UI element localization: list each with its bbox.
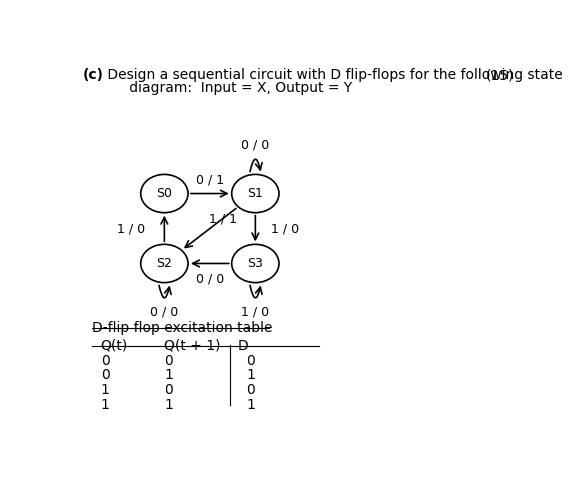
- Text: Design a sequential circuit with D flip-flops for the following state: Design a sequential circuit with D flip-…: [103, 68, 563, 82]
- Text: 0: 0: [164, 354, 173, 368]
- Text: 1: 1: [164, 369, 173, 382]
- Text: 1 / 1: 1 / 1: [209, 212, 237, 225]
- Text: 1: 1: [101, 398, 110, 412]
- Text: D-flip flop excitation table: D-flip flop excitation table: [92, 321, 272, 335]
- Text: 1: 1: [247, 398, 255, 412]
- Text: 0: 0: [101, 354, 109, 368]
- Text: 0: 0: [247, 354, 255, 368]
- Text: 1 / 0: 1 / 0: [241, 305, 269, 318]
- Text: Q(t + 1): Q(t + 1): [164, 339, 221, 353]
- Text: Q(t): Q(t): [101, 339, 128, 353]
- Text: D: D: [237, 339, 248, 353]
- Text: 0 / 0: 0 / 0: [241, 139, 269, 152]
- Text: 0: 0: [164, 383, 173, 397]
- Text: S3: S3: [247, 257, 264, 270]
- Text: 1 / 0: 1 / 0: [271, 222, 299, 235]
- Text: 0 / 0: 0 / 0: [150, 305, 178, 318]
- Text: S1: S1: [247, 187, 264, 200]
- Text: 1: 1: [247, 369, 255, 382]
- Text: 0: 0: [247, 383, 255, 397]
- Text: S2: S2: [156, 257, 173, 270]
- Text: 1: 1: [101, 383, 110, 397]
- Text: 1 / 0: 1 / 0: [117, 222, 145, 235]
- Text: 0 / 0: 0 / 0: [195, 272, 224, 286]
- Text: 1: 1: [164, 398, 173, 412]
- Text: diagram:  Input = X, Output = Y: diagram: Input = X, Output = Y: [103, 81, 352, 95]
- Text: (c): (c): [82, 68, 103, 82]
- Text: 0 / 1: 0 / 1: [196, 174, 224, 187]
- Text: (15): (15): [486, 68, 515, 82]
- Text: S0: S0: [156, 187, 173, 200]
- Text: 0: 0: [101, 369, 109, 382]
